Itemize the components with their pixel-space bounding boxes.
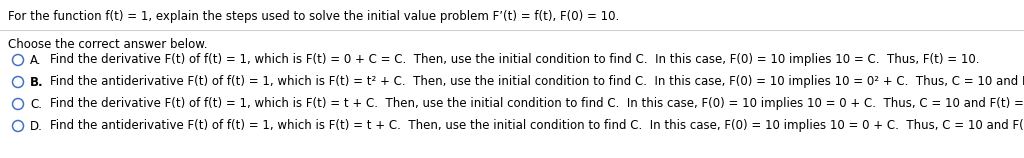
Text: For the function f(t) = 1, explain the steps used to solve the initial value pro: For the function f(t) = 1, explain the s… bbox=[8, 10, 620, 23]
Text: Find the antiderivative F(t) of f(t) = 1, which is F(t) = t + C.  Then, use the : Find the antiderivative F(t) of f(t) = 1… bbox=[50, 119, 1024, 133]
Text: Find the derivative F(t) of f(t) = 1, which is F(t) = 0 + C = C.  Then, use the : Find the derivative F(t) of f(t) = 1, wh… bbox=[50, 54, 980, 67]
Text: Find the derivative F(t) of f(t) = 1, which is F(t) = t + C.  Then, use the init: Find the derivative F(t) of f(t) = 1, wh… bbox=[50, 97, 1024, 110]
Text: B.: B. bbox=[30, 76, 44, 88]
Text: Choose the correct answer below.: Choose the correct answer below. bbox=[8, 38, 208, 51]
Text: C.: C. bbox=[30, 97, 42, 110]
Text: A.: A. bbox=[30, 54, 42, 67]
Text: Find the antiderivative F(t) of f(t) = 1, which is F(t) = t² + C.  Then, use the: Find the antiderivative F(t) of f(t) = 1… bbox=[50, 76, 1024, 88]
Text: D.: D. bbox=[30, 119, 43, 133]
